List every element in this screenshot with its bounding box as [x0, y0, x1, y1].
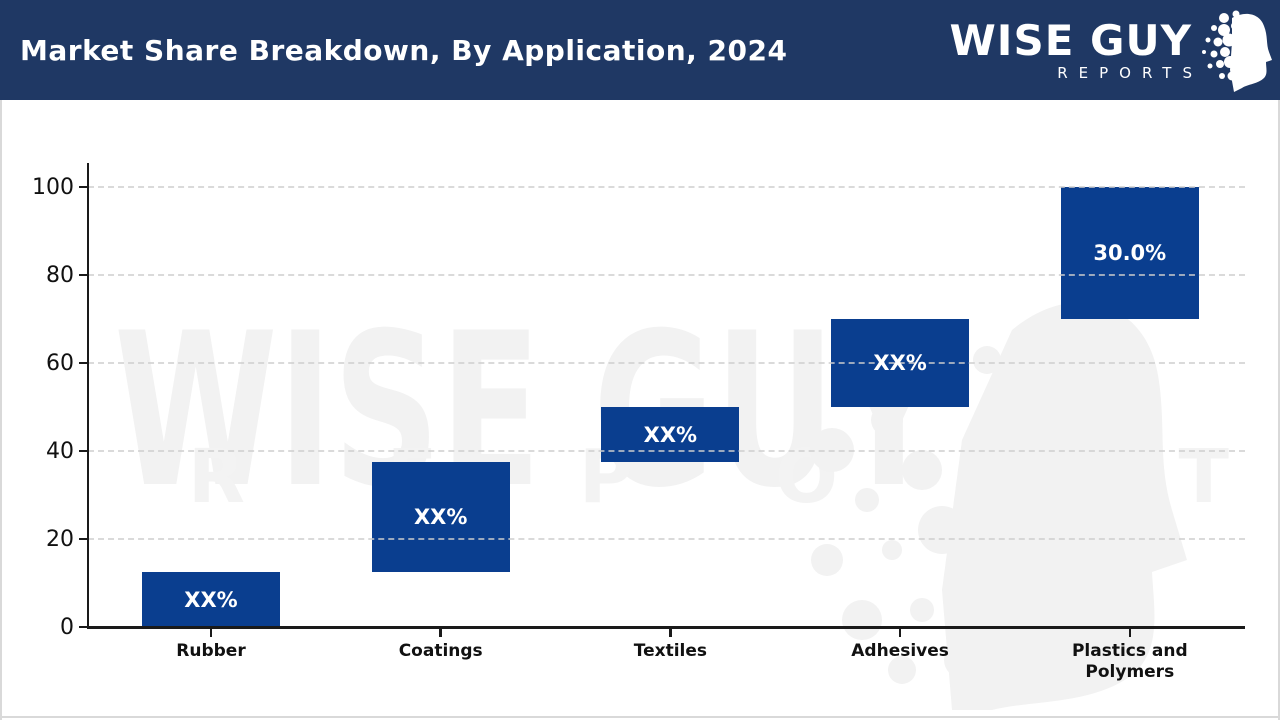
y-tick-label-40: 40	[46, 439, 74, 464]
y-axis-line	[86, 163, 89, 629]
gridline-y100	[88, 186, 1245, 188]
y-tick-label-0: 0	[60, 615, 74, 640]
brand-logo: WISE GUY REPORTS	[949, 8, 1280, 92]
x-tick-label-4: Plastics and Polymers	[1071, 641, 1188, 683]
bar-rubber	[142, 572, 280, 627]
y-tick-label-80: 80	[46, 263, 74, 288]
y-tick-label-60: 60	[46, 351, 74, 376]
x-tick-mark-4	[1128, 628, 1132, 637]
y-tick-mark-100	[79, 185, 88, 189]
gridline-y60	[88, 362, 1245, 364]
x-tick-mark-1	[439, 628, 442, 637]
bar-value-label: XX%	[413, 505, 468, 529]
gridline-y80	[88, 274, 1245, 276]
bar-value-label: XX%	[873, 351, 927, 375]
y-tick-label-100: 100	[32, 175, 74, 200]
bar-value-label: 30.0%	[1093, 241, 1167, 265]
header-bar: Market Share Breakdown, By Application, …	[0, 0, 1280, 100]
brand-logo-text: WISE GUY REPORTS	[949, 15, 1192, 81]
bar-value-label: XX%	[643, 422, 698, 447]
y-tick-mark-80	[79, 273, 88, 277]
x-tick-label-2: Textiles	[633, 641, 708, 661]
x-tick-mark-2	[669, 628, 672, 637]
y-tick-mark-20	[79, 537, 88, 541]
bar-plastics-and-polymers	[1060, 187, 1199, 319]
x-tick-mark-3	[898, 628, 902, 637]
x-tick-mark-0	[209, 628, 213, 637]
bar-coatings	[371, 462, 510, 572]
brand-subname: REPORTS	[1057, 63, 1203, 82]
face-profile-logo-icon	[1202, 10, 1272, 92]
y-tick-mark-0	[79, 625, 88, 629]
y-tick-label-20: 20	[46, 527, 74, 552]
gridline-y20	[88, 538, 1245, 540]
bar-textiles	[601, 407, 740, 462]
chart-title: Market Share Breakdown, By Application, …	[20, 33, 788, 67]
y-tick-mark-40	[79, 449, 88, 453]
bar-value-label: XX%	[184, 587, 238, 612]
x-tick-label-1: Coatings	[398, 641, 483, 661]
x-tick-label-0: Rubber	[176, 641, 246, 661]
x-tick-label-3: Adhesives	[851, 641, 949, 661]
brand-name: WISE GUY	[949, 15, 1192, 65]
watermark-wordmark: WISE GUY	[114, 287, 943, 534]
gridline-y40	[88, 450, 1245, 452]
bottom-divider	[0, 716, 1280, 718]
y-tick-mark-60	[79, 361, 88, 365]
x-axis-line	[86, 626, 1245, 629]
